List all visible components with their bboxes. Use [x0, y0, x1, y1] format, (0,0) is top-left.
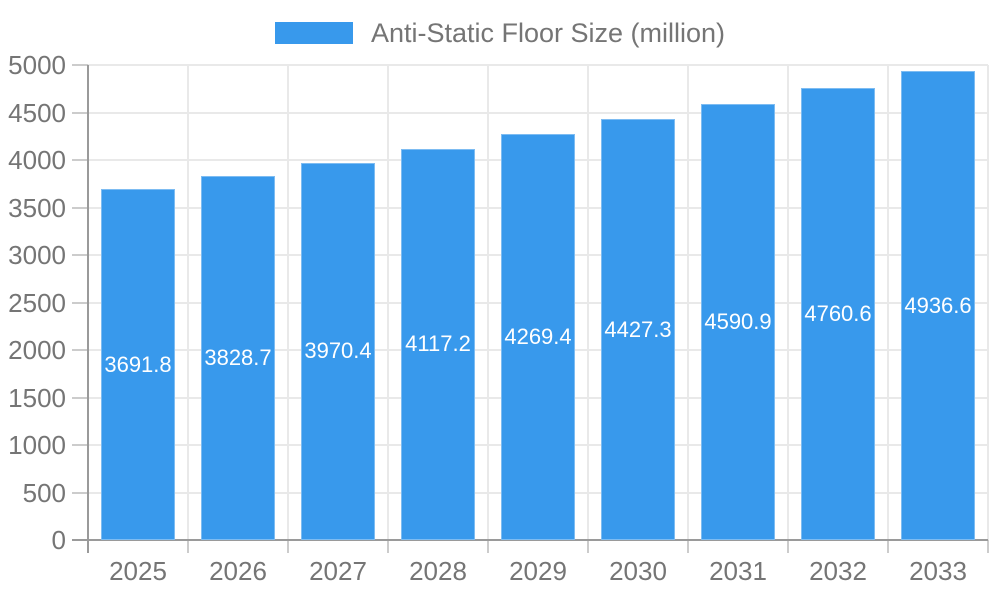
y-tick-label-1000: 1000	[8, 430, 66, 460]
y-tick-label-5000: 5000	[8, 50, 66, 80]
x-axis-line	[72, 539, 988, 541]
y-tick-3000	[72, 254, 88, 256]
x-tick-label-2026: 2026	[209, 556, 267, 586]
y-tick-label-1500: 1500	[8, 382, 66, 413]
y-tick-label-3500: 3500	[8, 192, 66, 223]
gridline-y-4500	[88, 111, 988, 114]
y-tick-label-3000: 3000	[8, 240, 66, 270]
x-tick-2	[287, 540, 289, 553]
x-tick-5	[587, 540, 589, 553]
legend-label: Anti-Static Floor Size (million)	[370, 17, 726, 48]
x-tick-label-2027: 2027	[309, 556, 367, 586]
y-tick-4500	[72, 111, 88, 114]
x-tick-3	[387, 540, 389, 553]
x-tick-label-2029: 2029	[509, 556, 567, 586]
bar-value-label-2032: 4760.6	[804, 300, 872, 326]
y-tick-4000	[72, 159, 88, 161]
y-axis-tick-labels: 0 500 1000 1500 2000 2500 3000 3500 4000 4500 5000	[0, 50, 66, 555]
plot-area: 3691.8 3828.7 3970.4 4117.2 4269.4 4427.3 4590…	[88, 64, 989, 540]
x-tick-label-2032: 2032	[809, 556, 867, 586]
y-tick-2000	[72, 349, 88, 351]
y-tick-label-4000: 4000	[8, 145, 66, 175]
bar-2030: 4427.3	[601, 119, 675, 540]
y-tick-label-500: 500	[22, 477, 66, 508]
bar-value-label-2030: 4427.3	[604, 316, 672, 342]
y-tick-1500	[72, 396, 88, 399]
gridline-x-3	[387, 65, 389, 540]
x-tick-label-2028: 2028	[409, 556, 467, 586]
gridline-x-4	[487, 65, 489, 540]
x-tick-6	[687, 540, 689, 553]
y-tick-1000	[72, 444, 88, 446]
x-tick-label-2031: 2031	[709, 556, 767, 586]
bar-value-label-2028: 4117.2	[405, 331, 471, 357]
bar-value-label-2026: 3828.7	[204, 345, 272, 371]
y-axis-line	[87, 65, 89, 553]
chart-legend: Anti-Static Floor Size (million)	[0, 17, 1000, 48]
legend-swatch	[274, 22, 353, 44]
x-tick-8	[887, 540, 889, 553]
y-tick-500	[72, 491, 88, 494]
bar-2026: 3828.7	[201, 176, 275, 540]
y-tick-5000	[72, 64, 88, 66]
gridline-y-5000	[88, 64, 988, 66]
y-tick-2500	[72, 301, 88, 304]
x-tick-label-2025: 2025	[109, 556, 167, 586]
bar-value-label-2029: 4269.4	[504, 324, 572, 350]
gridline-x-2	[287, 65, 289, 540]
y-tick-label-0: 0	[51, 525, 66, 555]
bar-value-label-2033: 4936.6	[904, 292, 972, 318]
gridline-x-8	[887, 65, 889, 540]
gridline-x-5	[587, 65, 589, 540]
x-tick-1	[187, 540, 189, 553]
x-tick-9	[987, 540, 989, 553]
bar-2025: 3691.8	[101, 189, 175, 540]
bar-2028: 4117.2	[401, 148, 475, 540]
bar-value-label-2031: 4590.9	[704, 308, 772, 334]
y-tick-label-4500: 4500	[8, 97, 66, 128]
bar-2031: 4590.9	[701, 103, 775, 540]
bar-2029: 4269.4	[501, 134, 575, 540]
bar-2033: 4936.6	[901, 71, 975, 540]
gridline-x-6	[687, 65, 689, 540]
gridline-x-9	[987, 65, 989, 540]
bar-value-label-2027: 3970.4	[304, 338, 372, 364]
y-tick-3500	[72, 206, 88, 209]
x-tick-label-2033: 2033	[909, 556, 967, 586]
gridline-x-1	[187, 65, 189, 540]
y-tick-label-2500: 2500	[8, 287, 66, 318]
x-axis-tick-labels: 2025 2026 2027 2028 2029 2030 2031 2032 2033	[88, 554, 988, 594]
x-tick-4	[487, 540, 489, 553]
bar-2032: 4760.6	[801, 87, 875, 540]
gridline-x-7	[787, 65, 789, 540]
x-tick-7	[787, 540, 789, 553]
bar-2027: 3970.4	[301, 162, 375, 540]
bar-value-label-2025: 3691.8	[104, 351, 172, 377]
x-tick-label-2030: 2030	[609, 556, 667, 586]
y-tick-label-2000: 2000	[8, 335, 66, 365]
